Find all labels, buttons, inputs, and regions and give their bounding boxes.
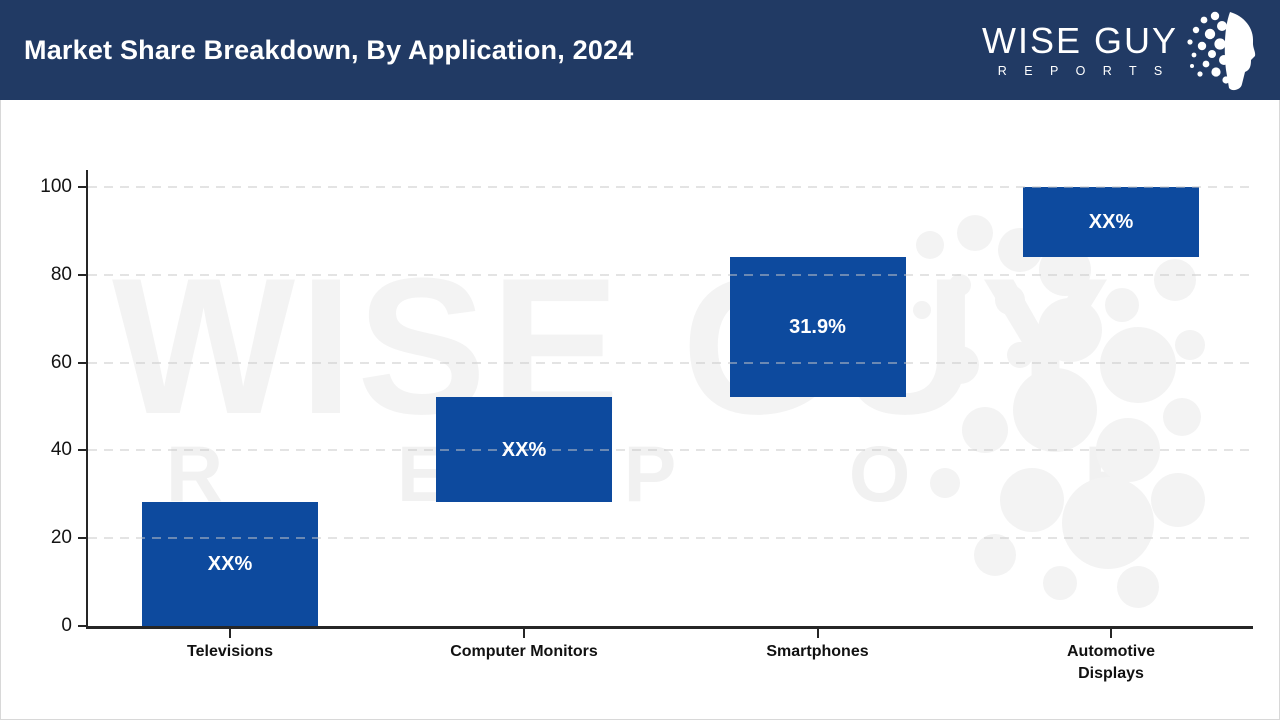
wiseguy-face-icon — [1187, 11, 1256, 91]
gridline-100 — [88, 186, 1253, 188]
x-category-label-line: Televisions — [187, 643, 273, 660]
y-tick-100 — [78, 186, 87, 188]
watermark-face-dots-icon — [913, 215, 1205, 608]
x-category-label-line: Automotive — [1067, 643, 1155, 660]
y-tick-80 — [78, 273, 87, 276]
logo-subtext: R E P O R T S — [997, 63, 1170, 78]
y-tick-label-0: 0 — [61, 615, 72, 636]
bar-label-computer-monitors: XX% — [501, 438, 547, 461]
bar-label-televisions: XX% — [207, 553, 253, 576]
x-category-label-computer-monitors: Computer Monitors — [414, 641, 634, 663]
y-axis-line — [86, 170, 88, 629]
gridline-40 — [88, 449, 1253, 452]
wiseguy-logo: WISE GUY R E P O R T S — [982, 8, 1256, 92]
x-tick-automotive-displays — [1110, 629, 1112, 638]
y-tick-label-80: 80 — [50, 263, 72, 285]
y-tick-0 — [78, 625, 87, 627]
bar-label-smartphones: 31.9% — [789, 316, 846, 339]
wiseguy-logo-text: WISE GUY R E P O R T S — [981, 19, 1178, 78]
x-axis-line — [86, 626, 1253, 629]
bar-automotive-displays — [1023, 187, 1199, 258]
y-tick-label-40: 40 — [50, 439, 72, 461]
x-category-label-televisions: Televisions — [120, 641, 340, 663]
x-category-label-line: Displays — [1078, 664, 1144, 682]
logo-wordmark: WISE GUY — [981, 19, 1178, 61]
x-category-label-smartphones: Smartphones — [708, 641, 928, 663]
bar-televisions — [142, 502, 318, 626]
y-tick-60 — [78, 361, 87, 364]
gridline-20 — [88, 537, 1253, 540]
chart-title: Market Share Breakdown, By Application, … — [24, 34, 634, 65]
y-tick-40 — [78, 449, 87, 452]
x-category-label-line: Computer Monitors — [450, 643, 598, 660]
report-header: Market Share Breakdown, By Application, … — [0, 0, 1280, 100]
x-category-label-line: Smartphones — [766, 643, 869, 660]
y-tick-label-20: 20 — [50, 527, 72, 549]
y-tick-label-60: 60 — [50, 351, 72, 373]
x-tick-computer-monitors — [523, 629, 525, 638]
x-tick-smartphones — [816, 629, 819, 638]
x-category-label-automotive-displays: Automotive Displays — [1001, 641, 1221, 684]
gridline-80 — [88, 273, 1253, 276]
y-tick-label-100: 100 — [40, 176, 72, 197]
x-tick-televisions — [229, 629, 231, 638]
gridline-60 — [88, 361, 1253, 364]
bar-smartphones — [729, 257, 906, 398]
bar-label-automotive-displays: XX% — [1088, 211, 1134, 234]
y-tick-20 — [78, 537, 87, 540]
